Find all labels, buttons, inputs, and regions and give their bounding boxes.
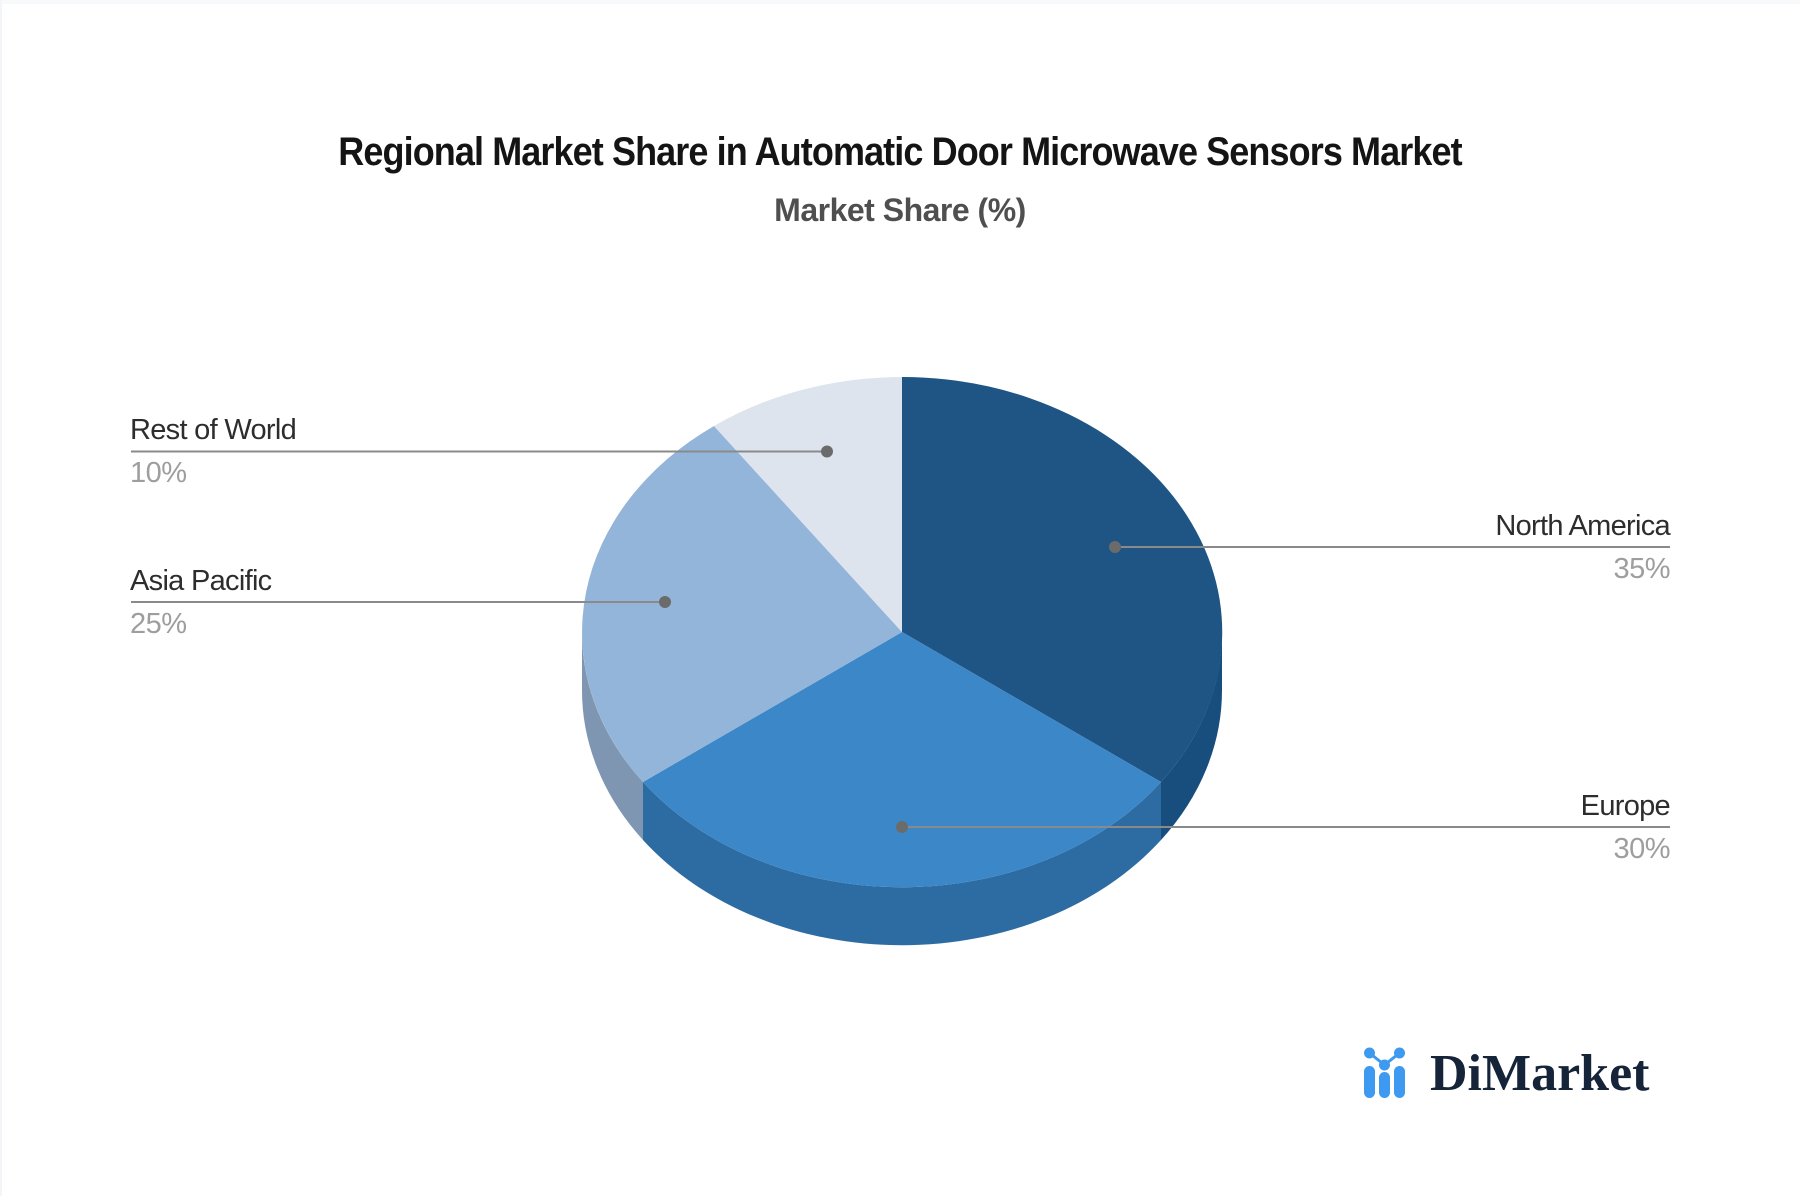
left-edge-divider xyxy=(0,0,2,1196)
leader-dot-rest-of-world xyxy=(821,445,833,458)
pie-slice-asia-pacific[interactable] xyxy=(582,426,902,782)
pie-3d-sides xyxy=(581,632,1223,946)
bar-chart-icon xyxy=(1364,1047,1405,1098)
chart-subtitle: Market Share (%) xyxy=(774,192,1026,228)
slice-label-europe: Europe xyxy=(1580,790,1671,822)
pie-slice-europe[interactable] xyxy=(643,632,1161,888)
slice-label-north-america: North America xyxy=(1495,510,1670,542)
pie-side-asia-pacific xyxy=(581,632,643,840)
pie-side-north-america xyxy=(1161,632,1223,840)
slice-value-north-america: 35% xyxy=(1613,553,1670,585)
leader-lines xyxy=(131,445,1670,833)
slice-value-rest-of-world: 10% xyxy=(130,457,187,489)
pie-side-europe xyxy=(643,782,1161,946)
pie-top-faces xyxy=(582,376,1223,888)
top-edge-divider xyxy=(0,0,1800,4)
slice-label-asia-pacific: Asia Pacific xyxy=(130,565,272,597)
leader-dot-north-america xyxy=(1109,541,1121,553)
brand-logo-text: DiMarket xyxy=(1430,1045,1650,1102)
leader-dot-europe xyxy=(896,821,908,833)
chart-title: Regional Market Share in Automatic Door … xyxy=(338,130,1462,174)
slice-value-europe: 30% xyxy=(1613,833,1670,865)
pie-slice-north-america[interactable] xyxy=(902,376,1223,782)
pie-slice-rest-of-world[interactable] xyxy=(714,377,902,632)
brand-logo[interactable]: DiMarket xyxy=(1356,1036,1656,1116)
slice-value-asia-pacific: 25% xyxy=(130,608,187,640)
slice-label-rest-of-world: Rest of World xyxy=(130,414,297,446)
leader-dot-asia-pacific xyxy=(659,596,671,608)
